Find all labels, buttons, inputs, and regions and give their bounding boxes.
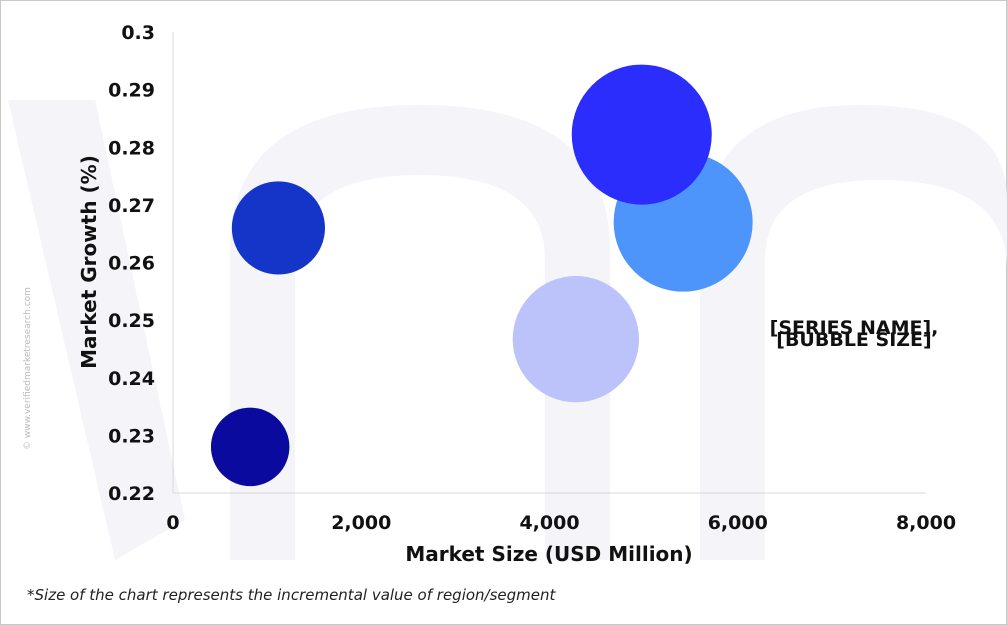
x-tick-label: 0 (166, 512, 179, 534)
x-tick-label: 6,000 (708, 512, 768, 534)
y-tick-label: 0.27 (108, 195, 155, 217)
bubble-point-1 (210, 407, 290, 487)
x-tick-label: 8,000 (896, 512, 956, 534)
y-tick-label: 0.25 (108, 310, 155, 332)
y-tick-label: 0.3 (121, 22, 155, 44)
x-axis-title: Market Size (USD Million) (405, 542, 692, 566)
x-tick-label: 4,000 (519, 512, 579, 534)
y-tick-label: 0.24 (108, 368, 155, 390)
y-tick-label: 0.26 (108, 253, 155, 275)
footnote: *Size of the chart represents the increm… (27, 586, 556, 604)
y-axis-title: Market Growth (%) (77, 155, 101, 369)
y-tick-label: 0.23 (108, 425, 155, 447)
y-tick-label: 0.22 (108, 483, 155, 505)
x-axis-ticks: 0 2,000 4,000 6,000 8,000 (166, 512, 956, 534)
bubble-point-5 (571, 64, 712, 205)
y-tick-label: 0.29 (108, 80, 155, 102)
watermark-text: © www.verifiedmarketresearch.com (23, 287, 33, 450)
bubble-point-3 (512, 275, 640, 403)
bubble-series (210, 64, 753, 487)
y-tick-label: 0.28 (108, 137, 155, 159)
x-tick-label: 2,000 (331, 512, 391, 534)
watermark-logo: © www.verifiedmarketresearch.com (8, 100, 1007, 560)
bubble-point-2 (231, 181, 326, 275)
y-axis-ticks: 0.22 0.23 0.24 0.25 0.26 0.27 0.28 0.29 0.3 (108, 22, 155, 505)
bubble-annotation-line-2: [BUBBLE SIZE] (776, 329, 931, 351)
bubble-annotation-line-1: [SERIES NAME], (770, 317, 939, 339)
